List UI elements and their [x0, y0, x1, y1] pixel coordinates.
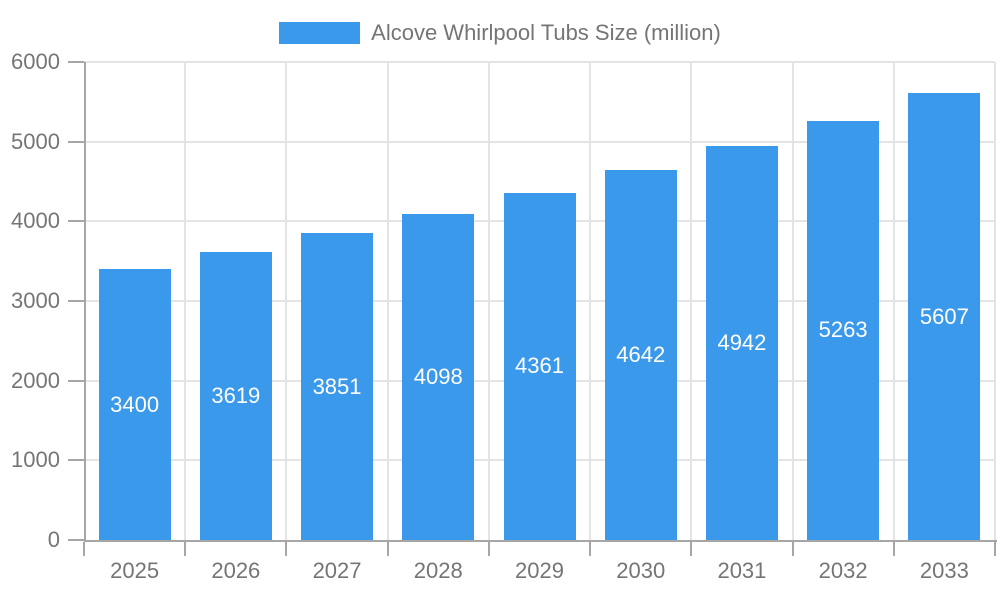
x-tick-label: 2027: [312, 558, 362, 583]
y-axis-tick: [68, 61, 84, 63]
x-axis-tick: [690, 542, 693, 556]
bar-value-label: 3619: [211, 382, 261, 408]
x-axis-tick: [589, 542, 592, 556]
y-axis-tick: [68, 140, 84, 143]
bar-2026[interactable]: 3619: [199, 251, 272, 540]
x-tick-label: 2028: [413, 558, 463, 583]
bar-2025[interactable]: 3400: [98, 269, 171, 540]
x-axis-tick: [791, 542, 794, 556]
x-axis-tick: [994, 542, 996, 556]
v-gridline: [487, 62, 490, 540]
x-tick-label: 2026: [211, 558, 261, 583]
bar-value-label: 5607: [919, 303, 969, 329]
y-tick-label: 1000: [11, 447, 60, 473]
bar-value-label: 4642: [616, 342, 666, 368]
x-axis-tick: [83, 542, 85, 556]
bar-value-label: 3400: [110, 391, 160, 417]
bar-2029[interactable]: 4361: [503, 192, 576, 540]
x-tick-label: 2031: [717, 558, 767, 583]
y-axis-line: [84, 62, 86, 542]
x-axis-tick: [386, 542, 389, 556]
bar-2033[interactable]: 5607: [908, 93, 981, 540]
bar-value-label: 3851: [312, 373, 362, 399]
v-gridline: [690, 62, 693, 540]
bar-2030[interactable]: 4642: [604, 170, 677, 540]
v-gridline: [791, 62, 794, 540]
bar-value-label: 4098: [413, 363, 463, 389]
bar-2031[interactable]: 4942: [705, 146, 778, 540]
v-gridline: [589, 62, 592, 540]
y-axis-tick: [68, 459, 84, 462]
bar-2027[interactable]: 3851: [301, 233, 374, 540]
x-axis-tick: [184, 542, 187, 556]
y-axis-tick: [68, 300, 84, 302]
plot-area: 3400 3619 3851 4098 4361 4642 4942 5263 5607: [84, 61, 996, 540]
y-tick-label: 3000: [11, 288, 60, 313]
v-gridline: [994, 62, 996, 540]
x-tick-label: 2033: [919, 558, 969, 583]
bar-2032[interactable]: 5263: [807, 120, 880, 540]
x-axis-line: [84, 540, 997, 542]
v-gridline: [892, 62, 895, 540]
y-axis-tick: [68, 379, 84, 382]
x-tick-label: 2030: [616, 558, 666, 583]
bar-value-label: 5263: [818, 317, 868, 343]
y-axis-tick: [68, 539, 84, 541]
x-axis-tick: [487, 542, 490, 556]
y-axis-tick: [68, 220, 84, 223]
bar-value-label: 4361: [515, 353, 564, 379]
x-tick-label: 2025: [110, 558, 160, 583]
x-tick-label: 2032: [818, 558, 868, 583]
v-gridline: [184, 62, 187, 540]
bar-2028[interactable]: 4098: [402, 213, 475, 540]
h-gridline: [84, 61, 995, 63]
legend-label: Alcove Whirlpool Tubs Size (million): [371, 20, 721, 45]
y-tick-label: 5000: [11, 128, 60, 154]
v-gridline: [285, 62, 288, 540]
y-tick-label: 6000: [11, 49, 60, 74]
x-axis-tick: [285, 542, 288, 556]
legend[interactable]: Alcove Whirlpool Tubs Size (million): [0, 20, 1000, 46]
v-gridline: [386, 62, 389, 540]
y-tick-label: 4000: [11, 208, 60, 234]
h-gridline: [84, 140, 995, 143]
bar-value-label: 4942: [717, 330, 767, 356]
y-tick-label: 2000: [11, 367, 60, 393]
legend-swatch: [279, 22, 361, 44]
y-tick-label: 0: [47, 527, 60, 552]
x-axis-tick: [892, 542, 895, 556]
x-tick-label: 2029: [515, 558, 564, 583]
